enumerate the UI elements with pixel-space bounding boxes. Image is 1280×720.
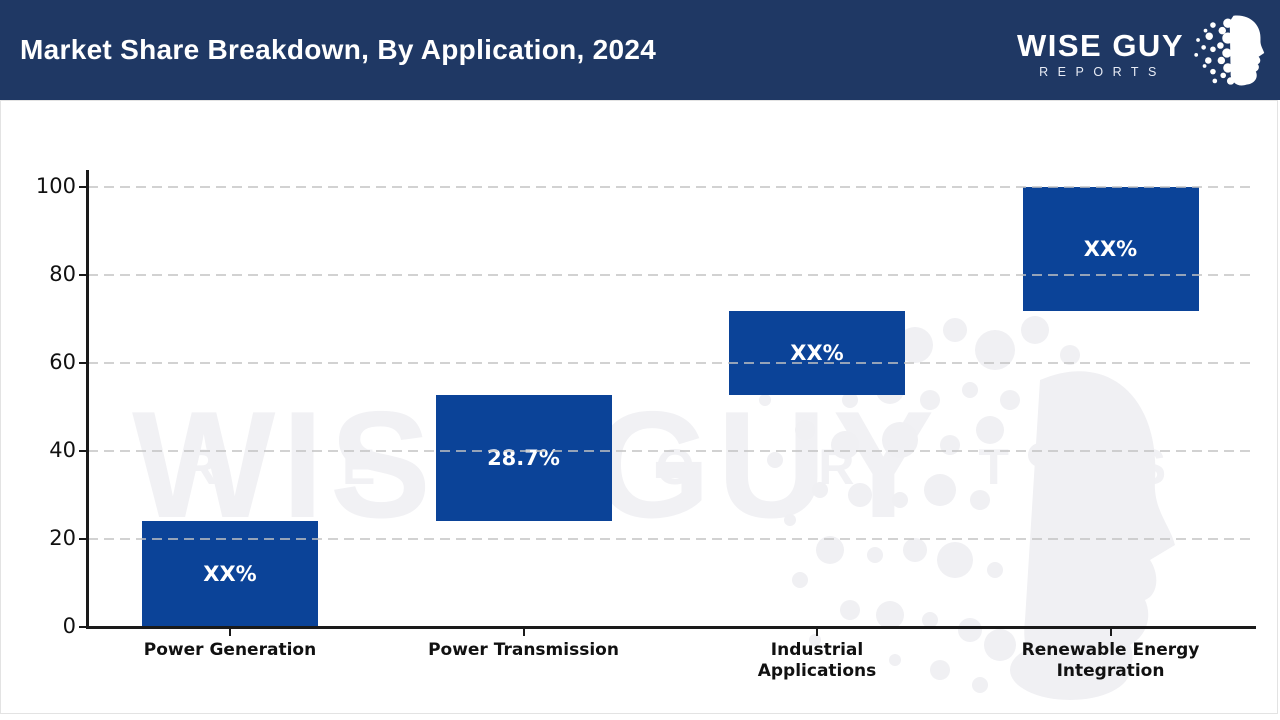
y-tick-label: 0 <box>62 614 76 638</box>
x-tick-label-line: Applications <box>757 661 877 681</box>
x-tick-label-line: Integration <box>1056 661 1165 681</box>
y-tick-mark <box>79 273 87 276</box>
wise-guy-reports-logo: WISE GUY REPORTS <box>1017 12 1266 94</box>
bar-value-label: XX% <box>203 562 257 587</box>
x-tick-mark <box>522 628 525 636</box>
bar-value-label: XX% <box>790 341 844 365</box>
y-tick-mark <box>79 361 87 364</box>
logo-subtitle: REPORTS <box>1039 64 1166 79</box>
y-tick-label: 40 <box>49 437 76 462</box>
y-tick-label: 60 <box>49 349 76 374</box>
bar: XX% <box>729 311 905 395</box>
x-tick-label: Industrial Applications <box>687 640 947 682</box>
grid-line <box>88 185 1256 188</box>
y-tick-mark <box>79 537 87 540</box>
y-axis-line <box>86 170 89 629</box>
watermark-subtitle: R E P O R T S <box>182 439 1222 495</box>
x-tick-label-line: Industrial <box>770 640 864 660</box>
x-tick-mark <box>816 628 818 636</box>
x-tick-label: Power Generation <box>100 640 360 661</box>
grid-line <box>88 449 1256 452</box>
grid-line <box>88 537 1256 540</box>
y-tick-mark <box>79 626 87 628</box>
x-axis-line <box>86 626 1256 629</box>
grid-line <box>88 361 1256 364</box>
logo-text: WISE GUY REPORTS <box>1017 28 1184 79</box>
y-tick-label: 20 <box>49 525 76 550</box>
x-tick-label: Renewable Energy Integration <box>981 640 1241 682</box>
dotted-head-icon <box>1194 15 1265 86</box>
x-tick-mark <box>1109 628 1112 636</box>
bar: 28.7% <box>435 394 612 522</box>
bar: XX% <box>1022 186 1199 312</box>
y-tick-label: 100 <box>35 173 76 198</box>
grid-line <box>88 273 1256 276</box>
x-tick-label: Power Transmission <box>394 640 654 661</box>
y-tick-mark <box>79 185 87 188</box>
page-title: Market Share Breakdown, By Application, … <box>20 34 657 65</box>
bar-value-label: XX% <box>1083 236 1138 261</box>
y-tick-mark <box>79 449 87 452</box>
y-tick-label: 80 <box>49 261 76 286</box>
header-banner: Market Share Breakdown, By Application, … <box>0 0 1280 100</box>
x-tick-label-line: Power Generation <box>143 640 317 660</box>
x-tick-label-line: Power Transmission <box>428 640 619 660</box>
x-tick-label-line: Renewable Energy <box>1021 640 1200 660</box>
logo-wordmark: WISE GUY <box>1016 27 1184 63</box>
x-tick-mark <box>229 628 231 636</box>
